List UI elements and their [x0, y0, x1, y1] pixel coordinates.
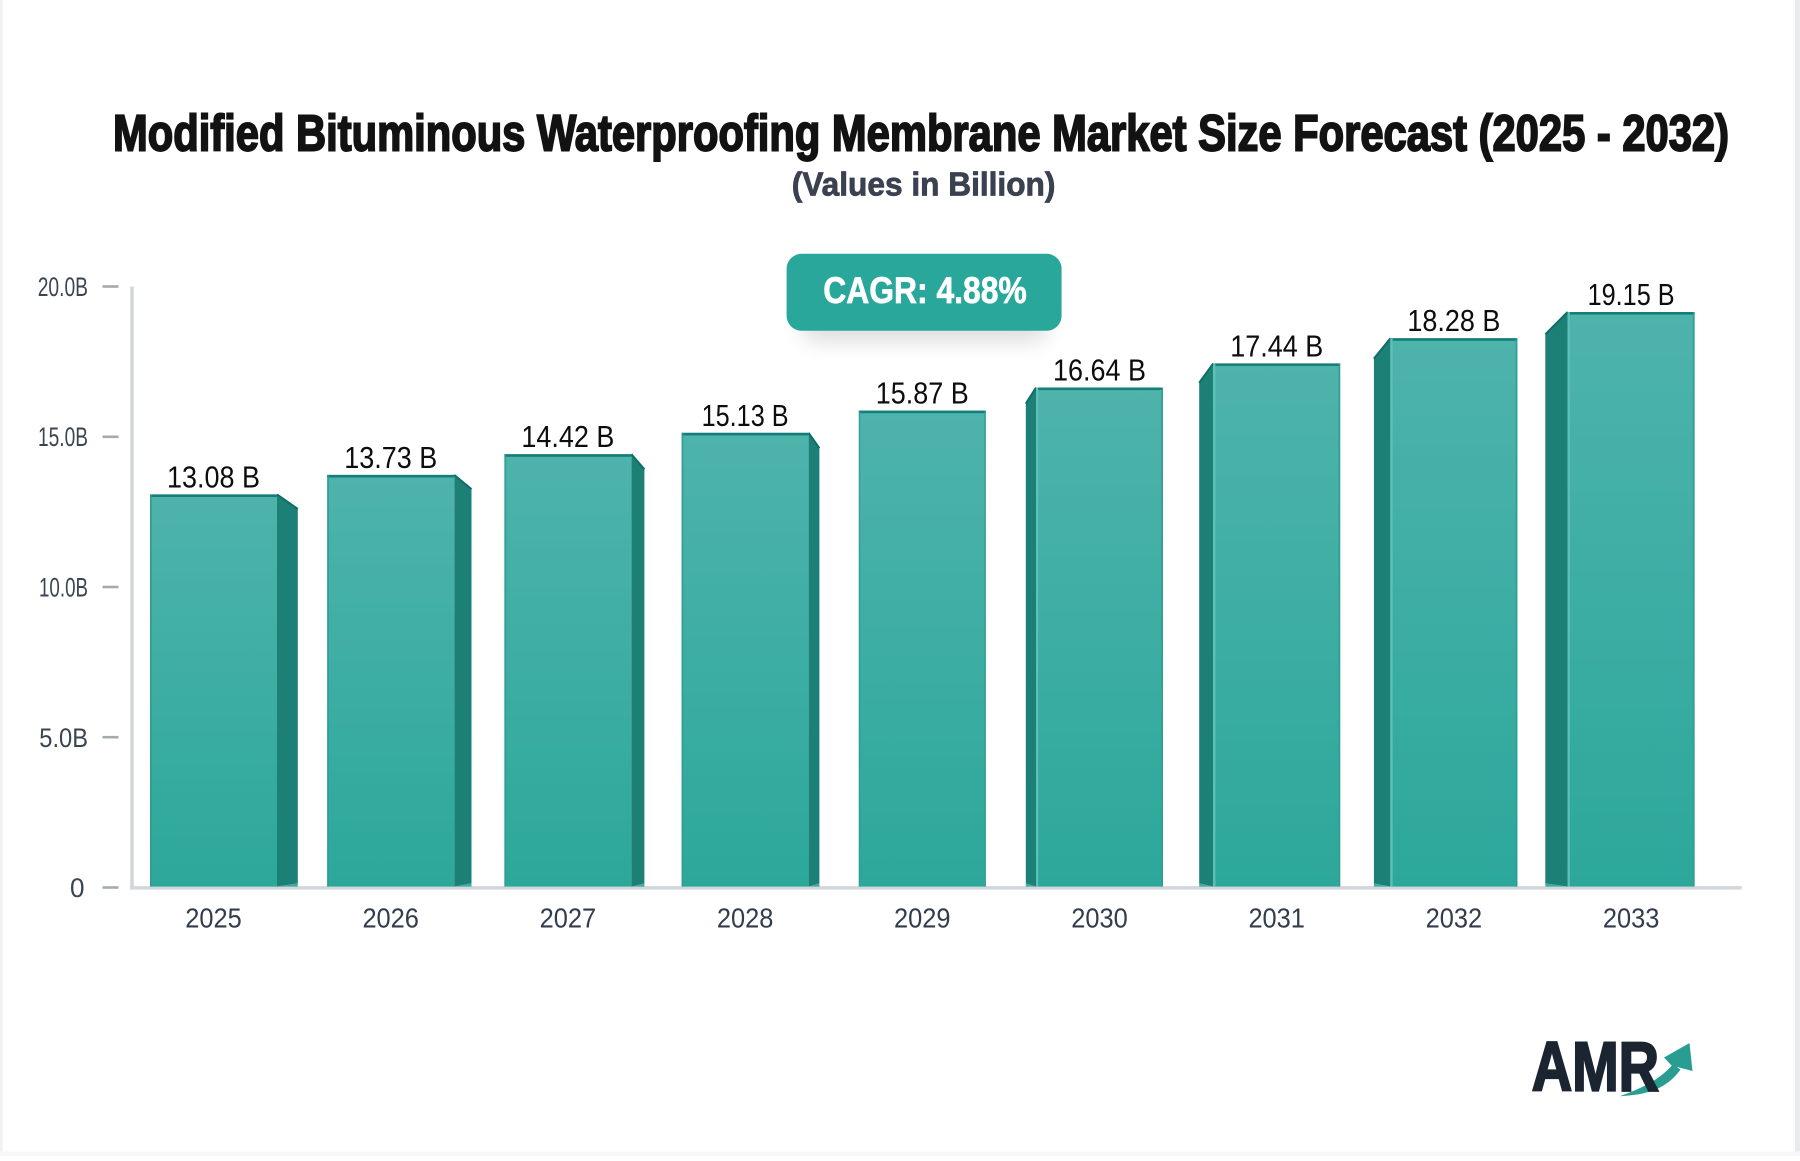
svg-text:18.28 B: 18.28 B: [1407, 303, 1500, 338]
svg-text:Modified Bituminous Waterproof: Modified Bituminous Waterproofing Membra…: [113, 105, 1729, 162]
svg-text:2029: 2029: [894, 903, 951, 934]
svg-text:CAGR: 4.88%: CAGR: 4.88%: [823, 270, 1027, 311]
svg-text:15.13 B: 15.13 B: [702, 398, 789, 433]
svg-text:2030: 2030: [1071, 903, 1128, 934]
svg-text:2027: 2027: [540, 903, 597, 934]
svg-text:15.87 B: 15.87 B: [876, 376, 969, 411]
svg-text:13.08 B: 13.08 B: [167, 459, 260, 494]
svg-text:2033: 2033: [1603, 903, 1660, 934]
svg-text:(Values in Billion): (Values in Billion): [792, 166, 1056, 203]
svg-text:2031: 2031: [1248, 903, 1305, 934]
svg-text:5.0B: 5.0B: [39, 723, 88, 753]
svg-text:2028: 2028: [717, 903, 774, 934]
svg-text:0: 0: [70, 873, 85, 903]
svg-text:2025: 2025: [185, 903, 242, 934]
svg-text:15.0B: 15.0B: [38, 422, 88, 452]
svg-text:16.64 B: 16.64 B: [1053, 353, 1146, 388]
svg-text:13.73 B: 13.73 B: [344, 440, 437, 475]
svg-text:2026: 2026: [362, 903, 419, 934]
svg-text:2032: 2032: [1426, 903, 1483, 934]
svg-text:10.0B: 10.0B: [39, 573, 88, 603]
svg-text:AMR: AMR: [1532, 1027, 1659, 1105]
svg-text:20.0B: 20.0B: [38, 272, 88, 302]
svg-text:14.42 B: 14.42 B: [521, 419, 614, 454]
svg-text:17.44 B: 17.44 B: [1230, 328, 1323, 363]
svg-text:19.15 B: 19.15 B: [1588, 277, 1675, 312]
